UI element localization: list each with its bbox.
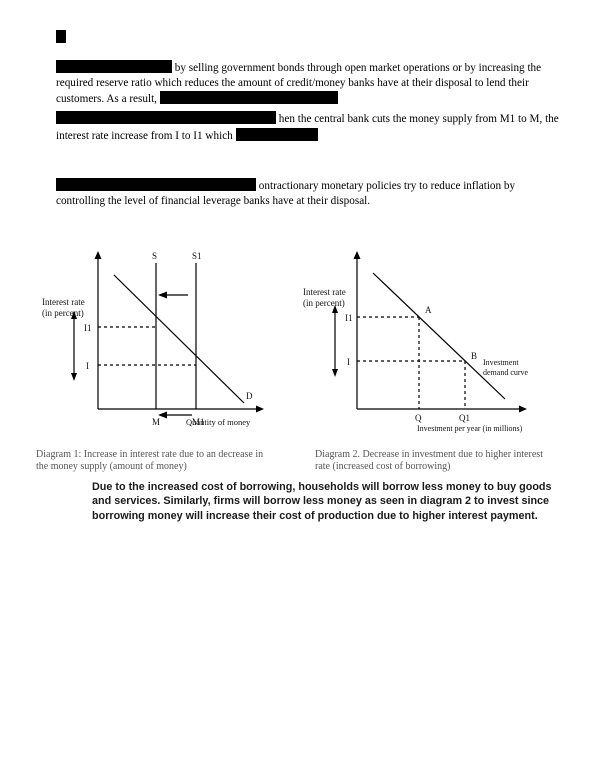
d2-point-B: B (471, 351, 477, 361)
d2-curve-label-2: demand curve (483, 368, 529, 377)
d1-tick-I1: I1 (84, 323, 92, 333)
d2-tick-I1: I1 (345, 313, 353, 323)
para-1: by selling government bonds through open… (56, 60, 564, 107)
d2-ylabel-2: (in percent) (303, 298, 345, 308)
para-0 (56, 30, 564, 46)
bold-conclusion: Due to the increased cost of borrowing, … (92, 480, 552, 524)
d1-label-D: D (246, 391, 253, 401)
redaction-r5 (56, 178, 256, 191)
diagram-2-caption: Diagram 2. Decrease in investment due to… (315, 449, 543, 474)
redaction-r4 (236, 128, 318, 141)
document-page: by selling government bonds through open… (0, 0, 600, 544)
d2-tick-Q: Q (415, 413, 422, 423)
d2-point-A: A (425, 305, 432, 315)
d2-curve-label-1: Investment (483, 358, 519, 367)
diagram-1: Interest rate (in percent) S S1 D I1 I M… (36, 239, 281, 474)
d2-tick-I: I (347, 357, 350, 367)
para-4: ontractionary monetary policies try to r… (56, 178, 564, 209)
d1-ylabel-2: (in percent) (42, 308, 84, 318)
redaction-r0 (56, 30, 66, 43)
d1-label-S1: S1 (192, 251, 202, 261)
d2-ylabel-1: Interest rate (303, 287, 346, 297)
para-2: hen the central bank cuts the money supp… (56, 111, 564, 143)
d1-ylabel-1: Interest rate (42, 297, 85, 307)
diagram-2-svg: Interest rate (in percent) I1 I A B Q Q1… (299, 239, 544, 445)
d1-tick-I: I (86, 361, 89, 371)
d2-xlabel: Investment per year (in millions) (417, 424, 523, 433)
d1-tick-M: M (152, 417, 160, 427)
diagram-2: Interest rate (in percent) I1 I A B Q Q1… (299, 239, 544, 474)
diagram-row: Interest rate (in percent) S S1 D I1 I M… (36, 239, 564, 474)
redaction-r2 (160, 91, 338, 104)
d1-label-S: S (152, 251, 157, 261)
diagram-1-caption: Diagram 1: Increase in interest rate due… (36, 449, 266, 474)
redaction-r1 (56, 60, 172, 73)
d1-xlabel: Quantity of money (186, 417, 251, 427)
redaction-r3 (56, 111, 276, 124)
d2-tick-Q1: Q1 (459, 413, 470, 423)
diagram-1-svg: Interest rate (in percent) S S1 D I1 I M… (36, 239, 281, 445)
